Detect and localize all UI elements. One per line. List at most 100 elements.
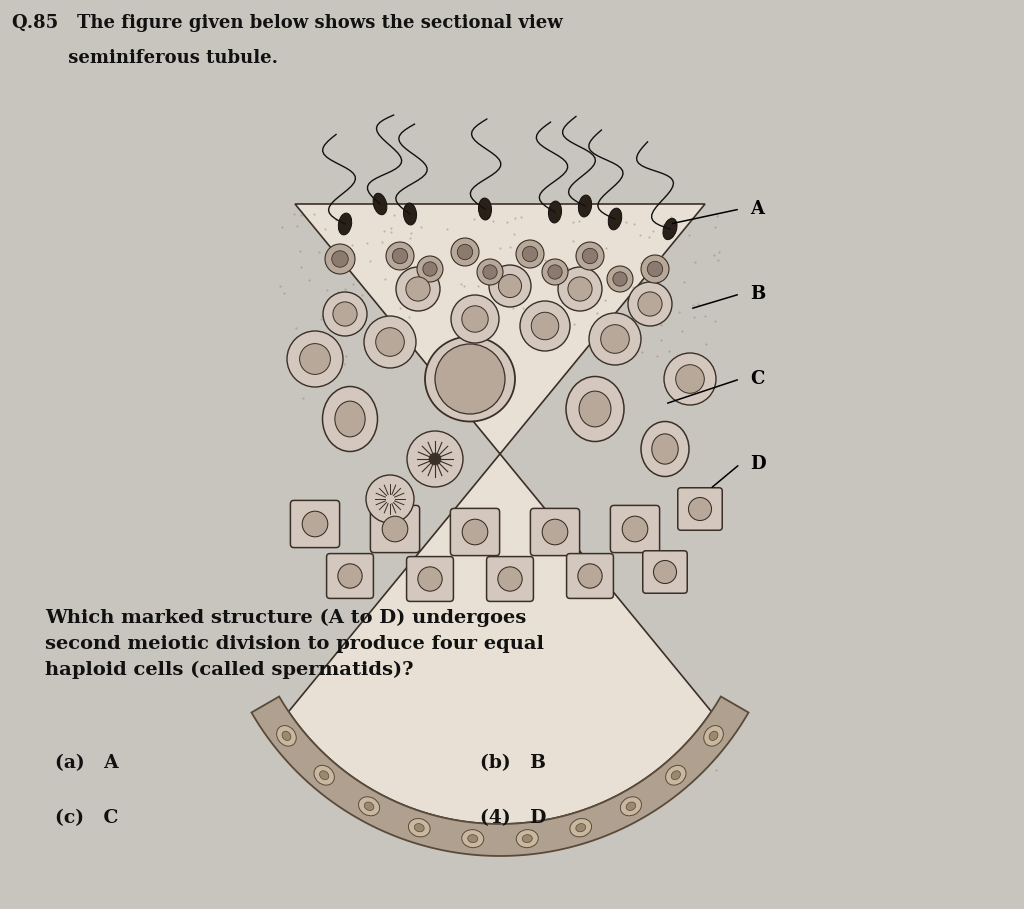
Circle shape <box>522 246 538 262</box>
Circle shape <box>382 516 408 542</box>
Circle shape <box>612 272 627 286</box>
FancyBboxPatch shape <box>566 554 613 598</box>
Circle shape <box>451 295 499 343</box>
Ellipse shape <box>663 218 677 240</box>
Ellipse shape <box>579 391 611 427</box>
Circle shape <box>364 316 416 368</box>
Text: (c)   C: (c) C <box>55 809 119 827</box>
Ellipse shape <box>335 401 366 437</box>
Circle shape <box>531 313 559 340</box>
Ellipse shape <box>276 725 296 746</box>
Text: Q.85   The figure given below shows the sectional view: Q.85 The figure given below shows the se… <box>12 14 563 32</box>
Ellipse shape <box>468 834 478 843</box>
Circle shape <box>407 431 463 487</box>
Ellipse shape <box>579 195 592 217</box>
Ellipse shape <box>478 198 492 220</box>
Circle shape <box>676 365 705 394</box>
Circle shape <box>462 305 488 332</box>
Circle shape <box>548 265 562 279</box>
Circle shape <box>451 238 479 266</box>
Circle shape <box>489 265 531 307</box>
Circle shape <box>483 265 497 279</box>
Text: C: C <box>750 370 764 388</box>
Circle shape <box>641 255 669 283</box>
FancyBboxPatch shape <box>327 554 374 598</box>
Ellipse shape <box>621 797 641 815</box>
Ellipse shape <box>641 422 689 476</box>
Ellipse shape <box>666 765 686 785</box>
Circle shape <box>542 259 568 285</box>
Ellipse shape <box>462 830 483 848</box>
FancyBboxPatch shape <box>486 556 534 602</box>
Circle shape <box>688 497 712 521</box>
Ellipse shape <box>516 830 539 848</box>
Ellipse shape <box>358 797 380 815</box>
Circle shape <box>647 261 663 276</box>
Circle shape <box>623 516 648 542</box>
Circle shape <box>477 259 503 285</box>
Polygon shape <box>252 696 749 856</box>
FancyBboxPatch shape <box>643 551 687 594</box>
Ellipse shape <box>373 194 387 215</box>
Ellipse shape <box>282 731 291 741</box>
Text: Which marked structure (A to D) undergoes
second meiotic division to produce fou: Which marked structure (A to D) undergoe… <box>45 609 544 679</box>
Text: A: A <box>750 200 764 218</box>
Text: (4)   D: (4) D <box>480 809 547 827</box>
Circle shape <box>575 242 604 270</box>
Text: B: B <box>750 285 765 303</box>
Circle shape <box>429 453 441 465</box>
Ellipse shape <box>314 765 335 785</box>
Circle shape <box>498 567 522 591</box>
Circle shape <box>607 266 633 292</box>
Circle shape <box>323 292 367 336</box>
FancyBboxPatch shape <box>291 500 340 547</box>
Circle shape <box>516 240 544 268</box>
Text: D: D <box>750 455 766 473</box>
Circle shape <box>406 277 430 301</box>
Circle shape <box>333 302 357 326</box>
Circle shape <box>462 519 487 544</box>
Ellipse shape <box>626 802 636 811</box>
Circle shape <box>583 248 598 264</box>
Ellipse shape <box>365 802 374 811</box>
Ellipse shape <box>323 386 378 452</box>
Circle shape <box>396 267 440 311</box>
Circle shape <box>542 519 567 544</box>
Ellipse shape <box>608 208 622 230</box>
Circle shape <box>601 325 630 354</box>
FancyBboxPatch shape <box>530 508 580 555</box>
Circle shape <box>558 267 602 311</box>
Circle shape <box>435 344 505 414</box>
Text: (a)   A: (a) A <box>55 754 119 772</box>
Ellipse shape <box>566 376 624 442</box>
FancyBboxPatch shape <box>451 508 500 555</box>
FancyBboxPatch shape <box>371 505 420 553</box>
Circle shape <box>520 301 570 351</box>
Circle shape <box>417 256 443 282</box>
Ellipse shape <box>338 213 351 235</box>
Circle shape <box>499 275 521 297</box>
Ellipse shape <box>522 834 532 843</box>
Ellipse shape <box>415 824 424 832</box>
Circle shape <box>386 242 414 270</box>
Circle shape <box>300 344 331 375</box>
Circle shape <box>332 251 348 267</box>
Ellipse shape <box>671 771 680 780</box>
Ellipse shape <box>575 824 586 832</box>
Ellipse shape <box>319 771 329 780</box>
Ellipse shape <box>710 731 718 741</box>
Ellipse shape <box>652 434 678 464</box>
Circle shape <box>392 248 408 264</box>
Circle shape <box>458 245 473 260</box>
Ellipse shape <box>403 203 417 225</box>
Circle shape <box>287 331 343 387</box>
FancyBboxPatch shape <box>407 556 454 602</box>
Ellipse shape <box>703 725 723 746</box>
Circle shape <box>638 292 663 316</box>
Circle shape <box>568 277 592 301</box>
Ellipse shape <box>425 336 515 422</box>
Ellipse shape <box>549 201 561 223</box>
FancyBboxPatch shape <box>678 488 722 530</box>
Circle shape <box>418 567 442 591</box>
Circle shape <box>338 564 362 588</box>
